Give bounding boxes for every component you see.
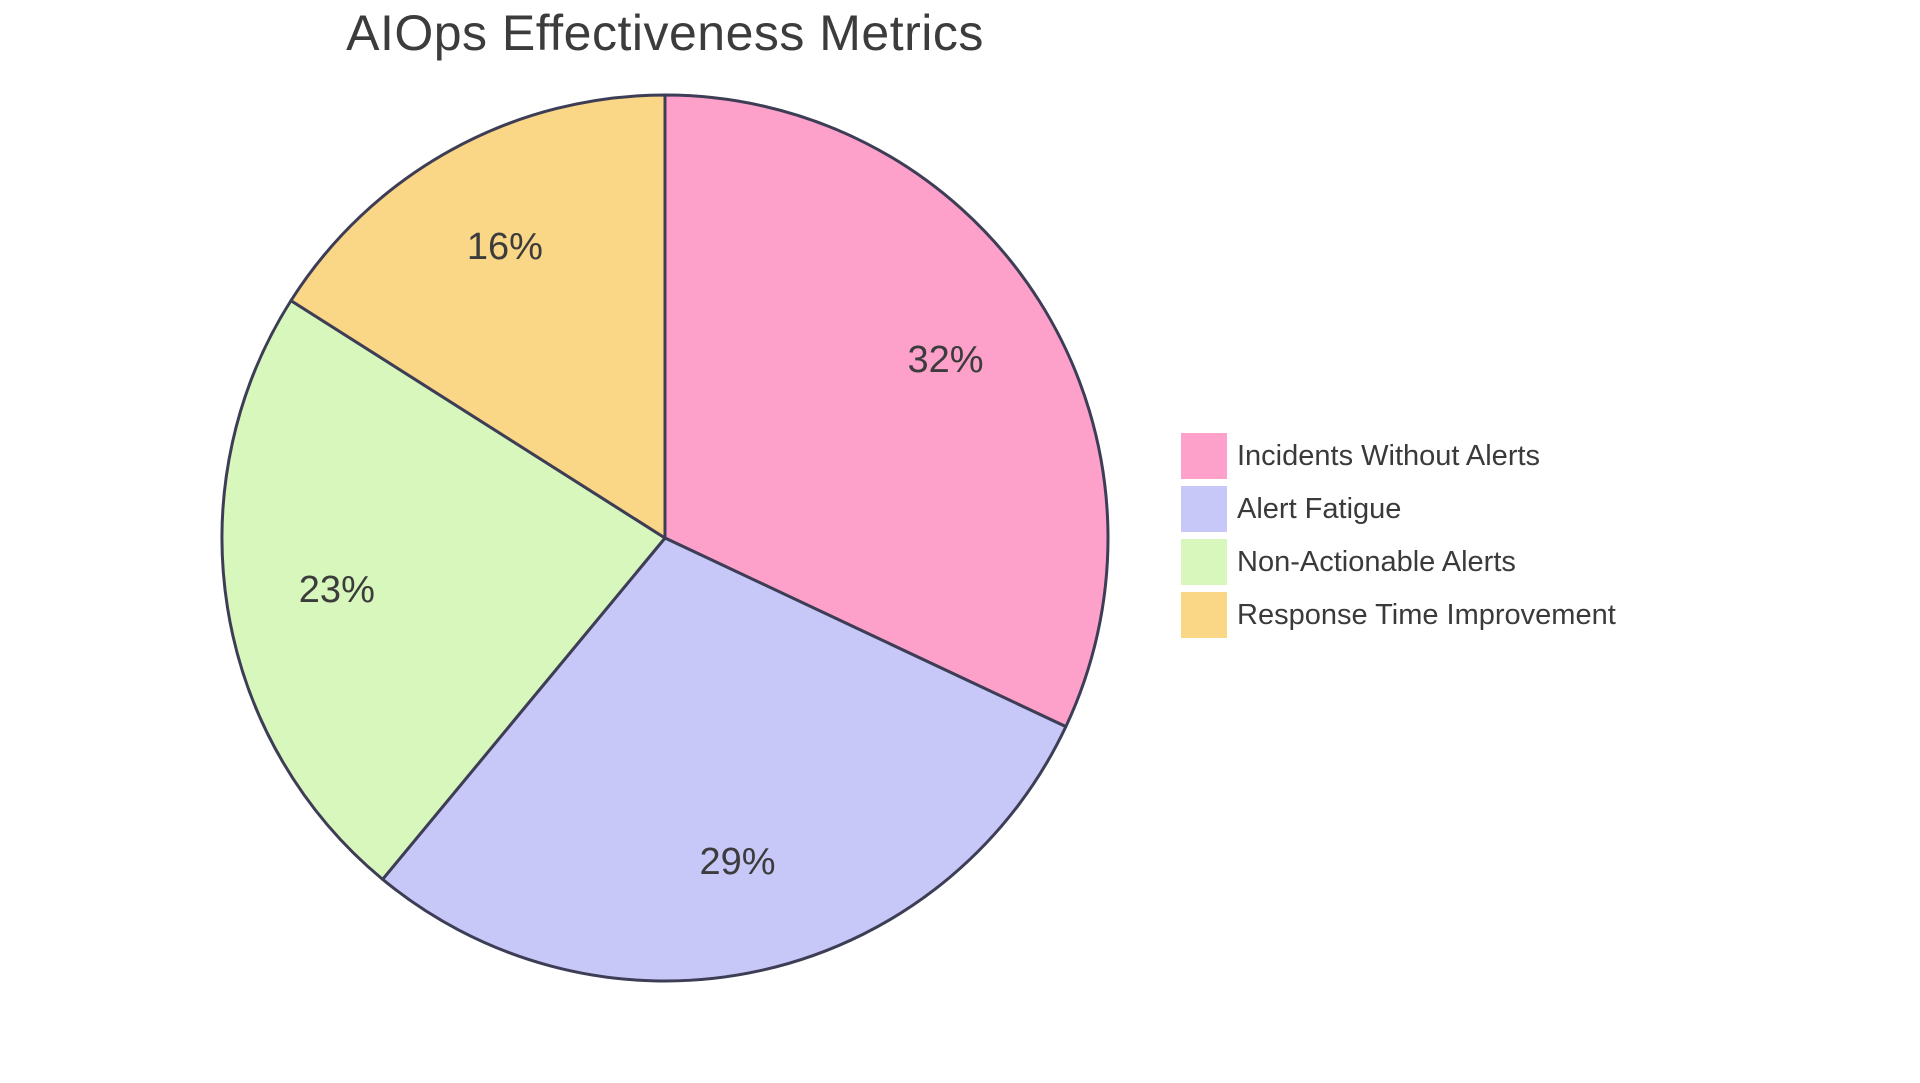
chart-title: AIOps Effectiveness Metrics: [346, 5, 984, 61]
pie-slice-alert-fatigue: [381, 536, 1068, 983]
legend-item: Alert Fatigue: [1181, 486, 1616, 532]
legend: Incidents Without Alerts Alert Fatigue Non…: [1181, 433, 1616, 645]
pie-slice-incidents-without-alerts: [663, 93, 1110, 729]
slice-percent-label: 32%: [907, 339, 983, 381]
legend-item: Non-Actionable Alerts: [1181, 539, 1616, 585]
legend-item: Incidents Without Alerts: [1181, 433, 1616, 479]
pie-slice-response-time-improvement: [289, 93, 667, 540]
slice-percent-label: 23%: [299, 569, 375, 611]
slice-percent-label: 29%: [699, 841, 775, 883]
slice-percent-label: 16%: [467, 226, 543, 268]
legend-swatch: [1181, 433, 1227, 479]
legend-label: Non-Actionable Alerts: [1237, 545, 1516, 578]
legend-swatch: [1181, 539, 1227, 585]
legend-label: Incidents Without Alerts: [1237, 439, 1541, 472]
legend-item: Response Time Improvement: [1181, 592, 1616, 638]
pie-slice-non-actionable-alerts: [220, 299, 667, 881]
legend-label: Response Time Improvement: [1237, 598, 1616, 631]
legend-swatch: [1181, 592, 1227, 638]
legend-swatch: [1181, 486, 1227, 532]
legend-label: Alert Fatigue: [1237, 492, 1402, 525]
